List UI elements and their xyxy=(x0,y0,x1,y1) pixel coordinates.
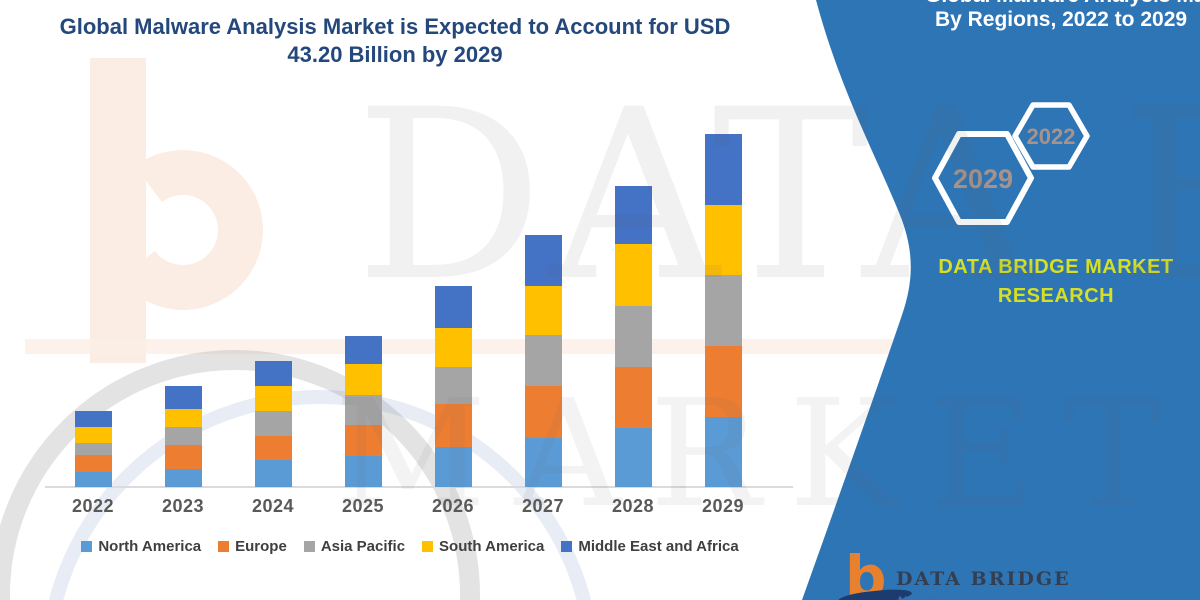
bar-segment-2022-europe xyxy=(74,455,112,472)
bar-segment-2026-europe xyxy=(434,403,472,447)
bar-segment-2028-middle-east-and-africa xyxy=(614,186,652,245)
brand-text: DATA BRIDGE MARKET RESEARCH xyxy=(918,253,1194,311)
hexagons-graphic: 2022 2029 xyxy=(932,102,1090,225)
bar-segment-2022-south-america xyxy=(74,426,112,443)
legend-item-asia-pacific: Asia Pacific xyxy=(303,538,406,555)
bar-segment-2027-north-america xyxy=(524,438,562,487)
x-tick-2027: 2027 xyxy=(521,496,565,516)
x-tick-2024: 2024 xyxy=(251,496,295,516)
bar-segment-2023-asia-pacific xyxy=(164,427,202,446)
x-axis-line xyxy=(45,486,793,488)
bar-segment-2029-middle-east-and-africa xyxy=(704,133,742,206)
x-tick-2026: 2026 xyxy=(431,496,475,516)
bar-2026 xyxy=(434,286,472,487)
bar-segment-2028-asia-pacific xyxy=(614,305,652,367)
x-tick-2023: 2023 xyxy=(161,496,205,516)
bar-2029 xyxy=(704,133,742,487)
bar-segment-2029-north-america xyxy=(704,416,742,487)
bar-segment-2028-south-america xyxy=(614,244,652,306)
hexagon-2022-outline xyxy=(1012,102,1090,170)
x-tick-2028: 2028 xyxy=(611,496,655,516)
chart-title: Global Malware Analysis Market is Expect… xyxy=(5,13,785,69)
bar-segment-2024-south-america xyxy=(254,385,292,412)
bar-segment-2024-europe xyxy=(254,436,292,460)
bar-segment-2024-north-america xyxy=(254,460,292,487)
legend-swatch-icon xyxy=(218,541,230,552)
bar-segment-2029-asia-pacific xyxy=(704,275,742,347)
bar-segment-2027-middle-east-and-africa xyxy=(524,235,562,287)
bar-segment-2022-north-america xyxy=(74,471,112,487)
bar-2028 xyxy=(614,186,652,487)
legend-item-middle-east-and-africa: Middle East and Africa xyxy=(561,538,739,555)
bar-segment-2026-north-america xyxy=(434,447,472,487)
bar-segment-2027-south-america xyxy=(524,286,562,336)
bar-segment-2026-middle-east-and-africa xyxy=(434,286,472,328)
legend-label: North America xyxy=(98,538,202,555)
hexagon-2029-outline xyxy=(932,131,1034,225)
legend-swatch-icon xyxy=(561,541,573,552)
legend-item-europe: Europe xyxy=(218,538,287,555)
watermark-logo-band xyxy=(25,339,1165,354)
bar-2025 xyxy=(344,335,382,487)
bar-segment-2023-south-america xyxy=(164,408,202,428)
hexagon-2022-label: 2022 xyxy=(1027,124,1076,149)
bar-segment-2025-middle-east-and-africa xyxy=(344,335,382,364)
bar-2024 xyxy=(254,361,292,487)
bar-segment-2025-asia-pacific xyxy=(344,395,382,425)
legend-label: South America xyxy=(439,538,545,555)
legend: North America Europe Asia Pacific South Ame… xyxy=(15,538,805,555)
legend-label: Europe xyxy=(235,538,287,555)
x-tick-2025: 2025 xyxy=(341,496,385,516)
chart-title-line2: 43.20 Billion by 2029 xyxy=(287,42,503,67)
bar-segment-2024-middle-east-and-africa xyxy=(254,361,292,386)
bar-2027 xyxy=(524,235,562,487)
footer-logo-name: DATA BRIDGE xyxy=(896,568,1071,590)
bar-segment-2026-south-america xyxy=(434,327,472,367)
legend-item-south-america: South America xyxy=(422,538,544,555)
legend-swatch-icon xyxy=(81,541,93,552)
bar-segment-2025-europe xyxy=(344,424,382,456)
chart-title-line1: Global Malware Analysis Market is Expect… xyxy=(59,14,731,39)
footer-logo-subtitle: MARKET RESEARCH xyxy=(898,594,1095,600)
bar-segment-2028-europe xyxy=(614,366,652,429)
watermark-logo-stem xyxy=(90,58,146,363)
bar-segment-2023-europe xyxy=(164,445,202,469)
legend-swatch-icon xyxy=(303,541,315,552)
bar-segment-2023-north-america xyxy=(164,469,202,487)
legend-label: Middle East and Africa xyxy=(578,538,739,555)
legend-item-north-america: North America xyxy=(81,538,201,555)
bar-segment-2029-south-america xyxy=(704,205,742,276)
sidebar-header-clipped-line: Global Malware Analysis Market, xyxy=(925,0,1200,8)
bar-segment-2025-north-america xyxy=(344,455,382,487)
bar-segment-2025-south-america xyxy=(344,363,382,396)
bar-segment-2028-north-america xyxy=(614,428,652,487)
bar-segment-2022-middle-east-and-africa xyxy=(74,411,112,427)
x-tick-2022: 2022 xyxy=(71,496,115,516)
bar-segment-2029-europe xyxy=(704,346,742,417)
legend-swatch-icon xyxy=(422,541,434,552)
bar-segment-2027-europe xyxy=(524,385,562,438)
x-tick-2029: 2029 xyxy=(701,496,745,516)
legend-label: Asia Pacific xyxy=(320,538,406,555)
sidebar-shape xyxy=(802,0,1200,600)
bar-2023 xyxy=(164,385,202,487)
sidebar-header: By Regions, 2022 to 2029 xyxy=(934,8,1188,31)
brand-text-line2: RESEARCH xyxy=(997,285,1115,307)
hexagon-2029-label: 2029 xyxy=(953,164,1013,194)
brand-text-line1: DATA BRIDGE MARKET xyxy=(938,256,1174,278)
bar-segment-2027-asia-pacific xyxy=(524,335,562,386)
bar-segment-2026-asia-pacific xyxy=(434,366,472,404)
bar-2022 xyxy=(74,411,112,487)
bar-segment-2024-asia-pacific xyxy=(254,411,292,437)
bar-segment-2022-asia-pacific xyxy=(74,442,112,456)
bar-segment-2023-middle-east-and-africa xyxy=(164,385,202,409)
